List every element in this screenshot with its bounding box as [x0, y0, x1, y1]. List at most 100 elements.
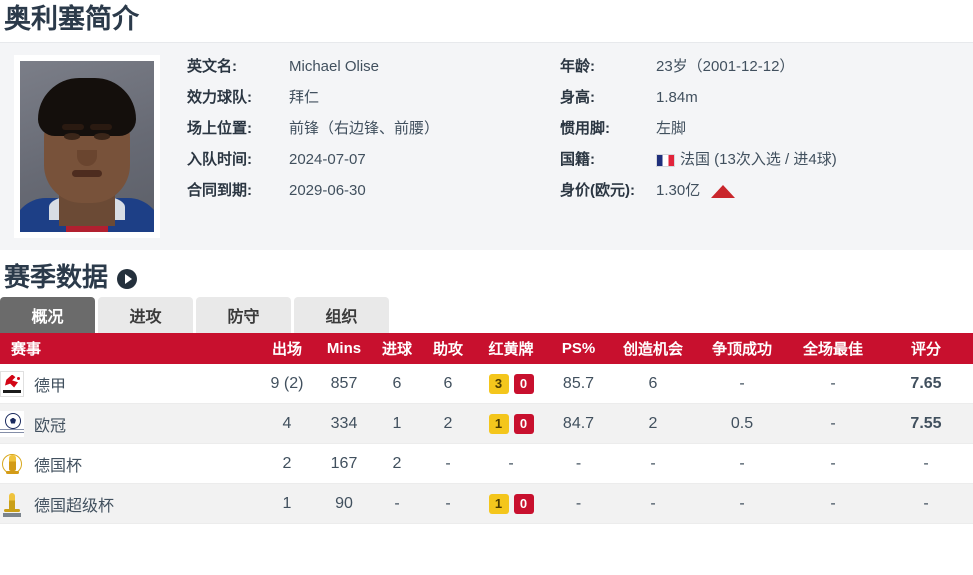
info-label-contract-expiry: 合同到期:	[187, 182, 252, 199]
row-competition-cell: 德国杯	[0, 443, 258, 484]
row-competition-cell: 德国超级杯	[0, 483, 258, 524]
info-label-age: 年龄:	[560, 58, 595, 75]
col-aerials[interactable]: 争顶成功	[697, 333, 787, 364]
cell-motm: -	[787, 364, 879, 404]
cell-chances: -	[609, 483, 697, 524]
arrow-right-circle-icon[interactable]	[117, 268, 138, 289]
cell-chances: 2	[609, 403, 697, 444]
player-profile-card: 英文名: Michael Olise 效力球队: 拜仁 场上位置: 前锋（右边锋…	[0, 42, 973, 250]
cell-aerials: -	[697, 364, 787, 404]
red-card-badge: 0	[513, 493, 534, 514]
cell-pass-pct: 84.7	[548, 403, 609, 444]
cell-apps: 2	[258, 443, 316, 484]
col-assists[interactable]: 助攻	[422, 333, 474, 364]
competition-name: 德国杯	[34, 457, 83, 475]
cell-pass-pct: 85.7	[548, 364, 609, 404]
info-value-market-value: 1.30亿	[656, 182, 701, 199]
info-value-height: 1.84m	[656, 89, 698, 106]
col-apps[interactable]: 出场	[258, 333, 316, 364]
competition-name: 欧冠	[34, 417, 67, 435]
col-rating[interactable]: 评分	[879, 333, 973, 364]
cell-mins: 334	[316, 403, 372, 444]
row-competition-cell: 欧冠	[0, 403, 258, 444]
info-value-nationality-wrap: 法国 (13次入选 / 进4球)	[646, 149, 837, 171]
table-header-row: 赛事 出场 Mins 进球 助攻 红黄牌 PS% 创造机会 争顶成功 全场最佳 …	[0, 333, 973, 364]
info-label-market-value: 身价(欧元):	[560, 182, 635, 199]
red-card-badge: 0	[513, 413, 534, 434]
cell-goals: 2	[372, 443, 422, 484]
cell-cards: -	[474, 443, 548, 484]
tab-defense[interactable]: 防守	[196, 297, 291, 333]
info-value-foot: 左脚	[656, 120, 687, 137]
info-value-nationality: 法国 (13次入选 / 进4球)	[680, 151, 837, 168]
info-value-english-name: Michael Olise	[289, 58, 380, 75]
cell-aerials: 0.5	[697, 403, 787, 444]
cell-mins: 90	[316, 483, 372, 524]
col-cards[interactable]: 红黄牌	[474, 333, 548, 364]
player-info-right-column: 年龄: 23岁（2001-12-12） 身高: 1.84m 惯用脚: 左脚 国籍…	[560, 56, 837, 202]
col-motm[interactable]: 全场最佳	[787, 333, 879, 364]
tab-overview[interactable]: 概况	[0, 297, 95, 333]
red-card-badge: 0	[513, 373, 534, 394]
col-competition[interactable]: 赛事	[0, 333, 258, 364]
cell-mins: 167	[316, 443, 372, 484]
cell-goals: 1	[372, 403, 422, 444]
cell-chances: -	[609, 443, 697, 484]
competition-name: 德甲	[34, 377, 67, 395]
season-data-header: 赛季数据	[0, 250, 973, 292]
player-info-grid: 英文名: Michael Olise 效力球队: 拜仁 场上位置: 前锋（右边锋…	[160, 43, 973, 202]
col-pass-pct[interactable]: PS%	[548, 333, 609, 364]
champions-league-logo	[0, 410, 24, 437]
cell-motm: -	[787, 443, 879, 484]
page-title: 奥利塞简介	[4, 4, 139, 34]
row-competition-cell: 德甲	[0, 364, 258, 404]
cell-motm: -	[787, 483, 879, 524]
competition-name: 德国超级杯	[34, 497, 115, 515]
player-info-left-column: 英文名: Michael Olise 效力球队: 拜仁 场上位置: 前锋（右边锋…	[187, 56, 547, 202]
player-photo-frame	[14, 55, 160, 238]
info-value-position: 前锋（右边锋、前腰）	[289, 120, 440, 137]
info-label-foot: 惯用脚:	[560, 120, 610, 137]
info-label-nationality: 国籍:	[560, 151, 595, 168]
cell-pass-pct: -	[548, 483, 609, 524]
cell-rating: -	[879, 483, 973, 524]
info-label-joined-date: 入队时间:	[187, 151, 252, 168]
cell-pass-pct: -	[548, 443, 609, 484]
tab-organize[interactable]: 组织	[294, 297, 389, 333]
cell-assists: -	[422, 443, 474, 484]
cell-assists: -	[422, 483, 474, 524]
info-label-english-name: 英文名:	[187, 58, 237, 75]
yellow-card-badge: 3	[488, 373, 509, 394]
info-value-joined-date: 2024-07-07	[289, 151, 366, 168]
cell-apps: 4	[258, 403, 316, 444]
up-arrow-icon	[711, 184, 736, 198]
col-goals[interactable]: 进球	[372, 333, 422, 364]
cell-mins: 857	[316, 364, 372, 404]
table-row[interactable]: 德国杯 2 167 2 - - - - - - -	[0, 443, 973, 484]
cell-goals: 6	[372, 364, 422, 404]
cell-assists: 2	[422, 403, 474, 444]
cell-assists: 6	[422, 364, 474, 404]
cell-chances: 6	[609, 364, 697, 404]
cell-motm: -	[787, 403, 879, 444]
cell-aerials: -	[697, 443, 787, 484]
info-value-club: 拜仁	[289, 89, 320, 106]
cell-goals: -	[372, 483, 422, 524]
player-photo	[20, 61, 154, 232]
tab-attack[interactable]: 进攻	[98, 297, 193, 333]
cell-rating: 7.65	[879, 364, 973, 404]
info-label-height: 身高:	[560, 89, 595, 106]
info-value-market-value-wrap: 1.30亿	[646, 180, 837, 202]
season-stats-table: 赛事 出场 Mins 进球 助攻 红黄牌 PS% 创造机会 争顶成功 全场最佳 …	[0, 333, 973, 524]
yellow-card-badge: 1	[488, 493, 509, 514]
bundesliga-logo	[0, 370, 24, 397]
info-value-contract-expiry: 2029-06-30	[289, 182, 366, 199]
yellow-card-badge: 1	[488, 413, 509, 434]
col-chances[interactable]: 创造机会	[609, 333, 697, 364]
col-mins[interactable]: Mins	[316, 333, 372, 364]
